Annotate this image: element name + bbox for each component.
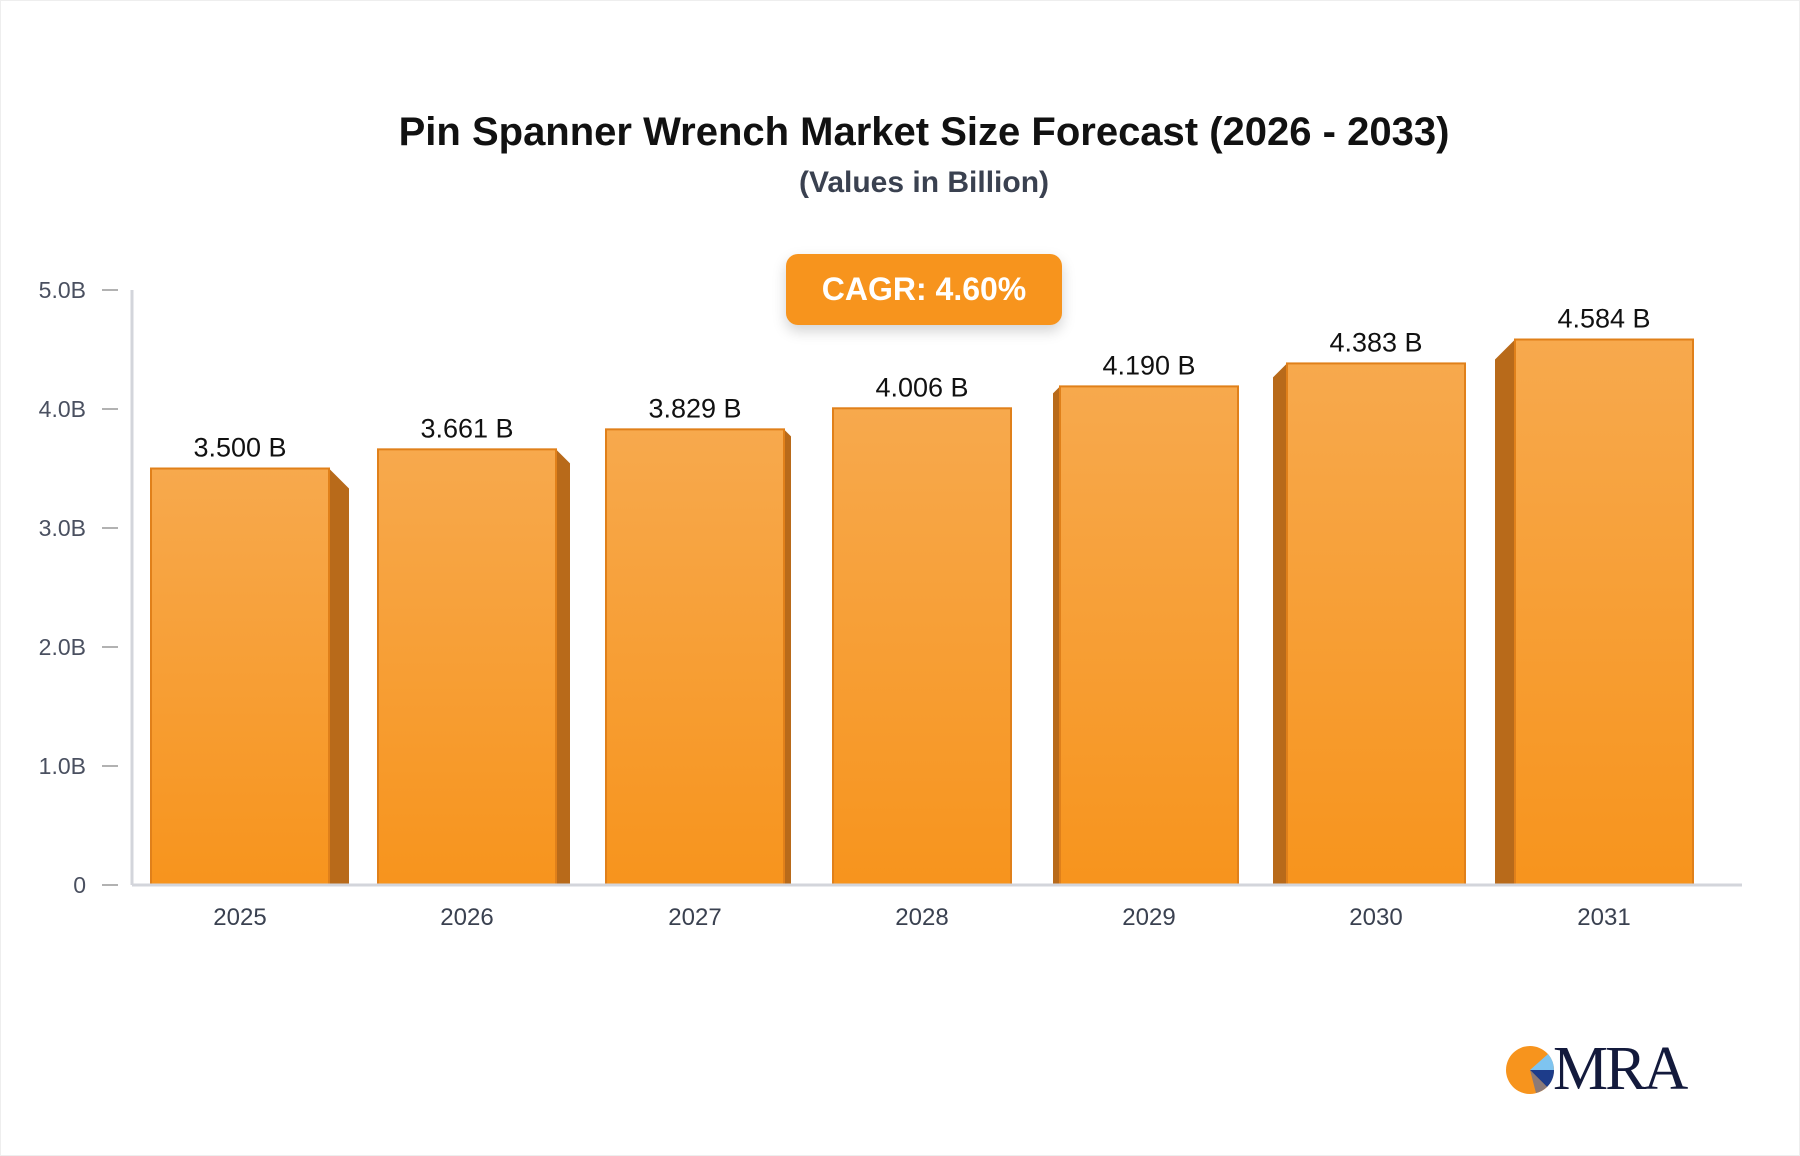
pie-logo-icon: [1506, 1046, 1555, 1094]
x-tick-label: 2028: [895, 904, 948, 931]
logo-text: MRA: [1553, 1035, 1688, 1103]
x-tick-label: 2027: [668, 904, 721, 931]
data-label: 3.500 B: [193, 433, 286, 463]
bar-2027: [605, 428, 785, 886]
bar-side: [1053, 386, 1060, 885]
y-tick-label: 1.0B: [39, 753, 86, 779]
data-label: 4.383 B: [1329, 327, 1422, 357]
x-tick-label: 2025: [213, 904, 266, 931]
bar-2029: [1059, 385, 1239, 886]
y-tick-label: 3.0B: [39, 515, 86, 541]
x-tick-label: 2031: [1577, 904, 1630, 931]
x-tick-label: 2030: [1349, 904, 1402, 931]
y-tick-label: 2.0B: [39, 634, 86, 660]
bar-side: [1495, 339, 1515, 885]
x-tick-label: 2026: [440, 904, 493, 931]
chart-title: Pin Spanner Wrench Market Size Forecast …: [398, 110, 1450, 154]
bar-side: [1273, 363, 1287, 886]
data-label: 4.584 B: [1557, 304, 1650, 334]
data-label: 3.829 B: [648, 393, 741, 423]
bar-side: [329, 468, 349, 885]
bar-2026: [377, 448, 557, 886]
data-label: 4.190 B: [1102, 350, 1195, 380]
bar-2031: [1514, 338, 1694, 886]
bar-side: [556, 449, 570, 885]
data-label: 4.006 B: [875, 372, 968, 402]
y-tick-label: 5.0B: [39, 277, 86, 303]
data-label: 3.661 B: [420, 413, 513, 443]
bar-2025: [150, 467, 330, 886]
cagr-badge: CAGR: 4.60%: [786, 254, 1062, 325]
y-tick-label: 0: [73, 872, 86, 898]
y-tick-label: 4.0B: [39, 396, 86, 422]
mra-logo: MRA: [1505, 1035, 1695, 1103]
x-tick-label: 2029: [1122, 904, 1175, 931]
bar-2028: [832, 407, 1012, 886]
chart-subtitle: (Values in Billion): [798, 166, 1050, 199]
bar-side: [784, 429, 791, 885]
bar-2030: [1286, 362, 1466, 887]
